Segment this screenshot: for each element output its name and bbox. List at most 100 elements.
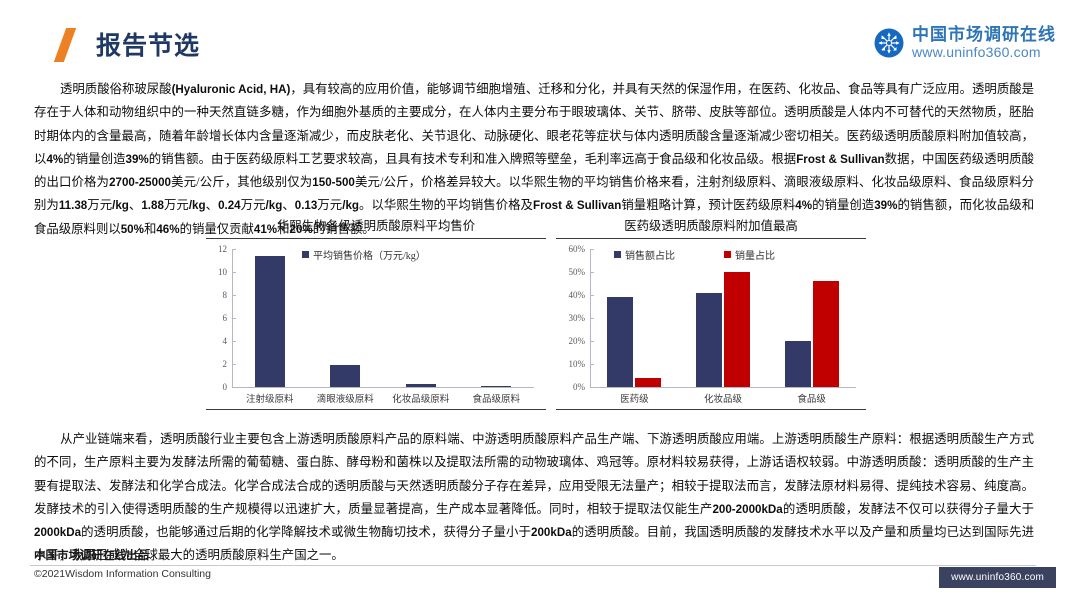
p1-seg15: 销量粗略计算，预计医药级原料: [621, 198, 796, 213]
chart-bar: [812, 281, 839, 387]
y-axis-tick-mark: [590, 295, 594, 296]
brand-lockup: 中国市场调研在线 www.uninfo360.com: [874, 26, 1056, 59]
chart-average-price: 华熙生物各级透明质酸原料平均售价 0 2 4 6 8 10 12 注射级原料 滴眼液级原料 化妆品…: [206, 216, 546, 410]
p1-seg16: 的销量创造: [812, 198, 875, 213]
p1-seg9: 万元: [163, 198, 189, 213]
chart-bar: [724, 272, 750, 387]
p1-seg10: 、: [205, 198, 219, 213]
brand-name: 中国市场调研在线: [912, 25, 1056, 44]
p1-b18: 46%: [156, 222, 180, 236]
p1-seg4: 数据，中国医药级透明质酸的出口价格为: [34, 151, 1034, 190]
x-axis-category-label: 医药级: [620, 395, 649, 405]
p1-b14: Frost & Sullivan: [532, 199, 622, 213]
chart-legend-item: 销量占比: [724, 247, 775, 262]
chart-plot-left: 0 2 4 6 8 10 12 注射级原料 滴眼液级原料 化妆品级原料 食品级原料 平均销售价格（万元…: [206, 239, 546, 409]
p1-seg3: 的销售额。由于医药级原料工艺要求较高，且具有技术专利和准入牌照等壁垒，毛利率远高…: [148, 151, 797, 166]
p1-seg13: 万元: [317, 198, 343, 213]
p2-b3: 200kDa: [531, 526, 572, 540]
chart-bar: [635, 377, 662, 387]
page-header: 报告节选 中国市场调研在线 www.u: [0, 0, 1066, 70]
legend-label: 销售额占比: [625, 251, 675, 262]
y-axis-tick-mark: [232, 318, 236, 319]
p1-b6: 11.38: [58, 199, 88, 213]
p1-b7: /kg: [112, 199, 129, 213]
p1-b17: 50%: [120, 222, 144, 236]
chart-bar: [330, 365, 361, 387]
page-title: 报告节选: [96, 32, 201, 60]
legend-label: 销量占比: [735, 251, 775, 262]
y-axis-tick-label: 30%: [568, 313, 586, 323]
x-axis-category-label: 滴眼液级原料: [316, 395, 374, 405]
p2-seg4: 的透明质酸。目前，我国透明质酸的发酵技术水平以及产量和质量均已达到国际先进水平，…: [34, 525, 1035, 563]
y-axis-tick-mark: [232, 272, 236, 273]
p1-b10: 0.24: [218, 199, 241, 213]
p1-seg5: 美元/公斤，其他级别仅为: [170, 175, 313, 190]
legend-swatch: [614, 251, 621, 258]
y-axis-tick-label: 20%: [568, 336, 586, 346]
p1-b8: 1.88: [141, 199, 164, 213]
y-axis-tick-label: 6: [222, 313, 228, 323]
chart-bar: [405, 384, 436, 387]
paragraph-two: 从产业链端来看，透明质酸行业主要包含上游透明质酸原料产品的原料端、中游透明质酸原…: [34, 428, 1034, 568]
x-axis-category-label: 食品级原料: [472, 395, 521, 405]
p1-b16: 39%: [874, 199, 898, 213]
p1-seg19: 的销量仅贡献: [179, 221, 254, 236]
chart-bar: [254, 256, 285, 387]
y-axis-tick-mark: [232, 249, 236, 250]
y-axis-tick-mark: [590, 318, 594, 319]
chart-frame-right: 0% 10% 20% 30% 40% 50% 60% 医药级 化妆品级 食品级 销售额占比 销量占比: [556, 238, 866, 410]
y-axis-tick-mark: [232, 387, 236, 388]
p1-b19: 41%: [253, 222, 278, 236]
y-axis-tick-label: 0: [222, 382, 228, 392]
p2-seg3: 的透明质酸，也能够通过后期的化学降解技术或微生物酶切技术，获得分子量小于: [81, 525, 532, 540]
p2-seg1: 从产业链端来看，透明质酸行业主要包含上游透明质酸原料产品的原料端、中游透明质酸原…: [34, 432, 1034, 516]
chart-bar: [696, 292, 722, 387]
p1-seg11: 万元: [240, 198, 266, 213]
y-axis-tick-label: 2: [222, 359, 228, 369]
p1-seg7: 万元: [87, 198, 113, 213]
p1-b9: /kg: [188, 199, 206, 213]
footer-url-badge[interactable]: www.uninfo360.com: [939, 567, 1056, 588]
chart-bar: [784, 341, 811, 387]
y-axis-tick-label: 10%: [568, 359, 586, 369]
legend-swatch: [302, 251, 309, 258]
p1-seg20: 和: [277, 221, 290, 236]
y-axis-tick-mark: [232, 295, 236, 296]
legend-label: 平均销售价格（万元/kg）: [313, 251, 426, 262]
y-axis-tick-mark: [590, 364, 594, 365]
p1-seg1: ，具有较高的应用价值，能够调节细胞增殖、迁移和分化，并具有天然的保湿作用，在医药…: [34, 82, 1034, 166]
y-axis-tick-mark: [590, 341, 594, 342]
chart-value-added: 医药级透明质酸原料附加值最高 0% 10% 20% 30% 40% 50% 60% 医药级 化妆…: [556, 216, 866, 410]
footer-divider: [30, 565, 1036, 566]
p1-prefix: 透明质酸俗称玻尿酸: [60, 82, 172, 96]
p1-seg14: 。以华熙生物的平均销售价格及: [359, 198, 533, 213]
x-axis-category-label: 注射级原料: [245, 395, 294, 405]
chart-title-right: 医药级透明质酸原料附加值最高: [624, 219, 798, 233]
p1-b4: 2700-25000: [109, 176, 171, 190]
y-axis-tick-label: 60%: [568, 244, 586, 254]
p1-seg6: 美元/公斤，价格差异较大。以华熙生物的平均销售价格来看，注射剂级原料、滴眼液级原…: [34, 175, 1035, 213]
footer-copyright: ©2021Wisdom Information Consulting: [34, 568, 211, 580]
p1-b11: /kg: [265, 199, 283, 213]
y-axis-tick-label: 4: [222, 336, 228, 346]
y-axis-tick-mark: [590, 387, 594, 388]
p1-b3: Frost & Sullivan: [796, 152, 885, 166]
y-axis-tick-label: 8: [222, 290, 228, 300]
x-axis-category-label: 食品级: [797, 395, 826, 405]
p1-bold-ha: (Hyaluronic Acid, HA): [171, 83, 291, 96]
y-axis-tick-label: 40%: [568, 290, 586, 300]
chart-frame-left: 0 2 4 6 8 10 12 注射级原料 滴眼液级原料 化妆品级原料 食品级原料 平均销售价格（万元…: [206, 238, 546, 410]
paragraph-one: 透明质酸俗称玻尿酸(Hyaluronic Acid, HA)，具有较高的应用价值…: [34, 78, 1034, 241]
p2-b1: 200-2000kDa: [712, 502, 783, 516]
p1-b5: 150-500: [312, 176, 355, 190]
snowflake-logo-icon: [874, 28, 904, 57]
p1-b12: 0.13: [294, 199, 318, 213]
y-axis-tick-mark: [590, 272, 594, 273]
p1-b15: 4%: [795, 199, 813, 213]
charts-row: 华熙生物各级透明质酸原料平均售价 0 2 4 6 8 10 12 注射级原料 滴眼液级原料 化妆品…: [0, 216, 1066, 416]
chart-plot-right: 0% 10% 20% 30% 40% 50% 60% 医药级 化妆品级 食品级 销售额占比 销量占比: [556, 239, 866, 409]
p1-seg2: 的销量创造: [63, 151, 126, 166]
p1-b13: /kg: [342, 199, 359, 213]
chart-title-left: 华熙生物各级透明质酸原料平均售价: [276, 219, 476, 233]
p1-seg12: 、: [282, 198, 295, 213]
